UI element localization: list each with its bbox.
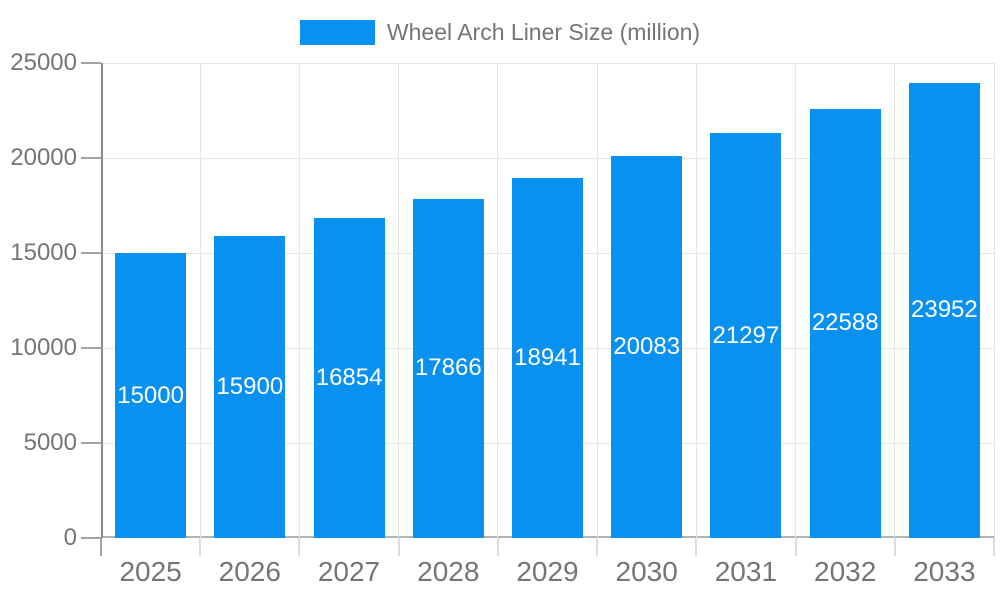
gridline-vertical	[596, 63, 598, 538]
plot-area: 15000 15900 16854 17866 18941 20083 21297 22588…	[101, 62, 995, 538]
y-tick-label: 20000	[10, 144, 77, 171]
x-tick-label: 2029	[516, 556, 579, 587]
x-tick-label: 2026	[218, 556, 281, 587]
bar-2030[interactable]: 20083	[611, 156, 683, 538]
gridline-vertical	[993, 63, 995, 538]
bar-2028[interactable]: 17866	[412, 198, 484, 538]
x-tick-label: 2025	[119, 556, 182, 587]
y-tick-label: 0	[63, 524, 77, 551]
y-tick	[81, 442, 101, 444]
bar-value-label: 22588	[811, 309, 879, 337]
x-tick-label: 2031	[714, 556, 778, 587]
x-tick	[695, 538, 698, 556]
bar-2032[interactable]: 22588	[809, 108, 881, 538]
gridline-vertical	[298, 63, 300, 538]
bar-2026[interactable]: 15900	[214, 235, 286, 538]
y-axis-line	[101, 63, 103, 538]
x-tick	[199, 538, 202, 556]
gridline-vertical	[795, 63, 797, 538]
bar-value-label: 20083	[613, 333, 681, 361]
bar-2033[interactable]: 23952	[908, 82, 980, 538]
y-tick-label: 15000	[10, 239, 77, 266]
bar-2031[interactable]: 21297	[710, 133, 782, 538]
y-tick	[81, 157, 101, 159]
x-tick	[893, 538, 896, 556]
x-tick	[596, 538, 599, 556]
x-tick	[993, 538, 995, 556]
y-tick-label: 25000	[10, 49, 77, 76]
bar-value-label: 18941	[514, 344, 581, 372]
x-tick-label: 2033	[913, 556, 976, 587]
gridline-vertical	[497, 63, 499, 538]
bar-value-label: 16854	[315, 363, 383, 391]
y-tick	[81, 62, 101, 64]
x-tick-label: 2027	[317, 556, 381, 587]
y-tick-label: 10000	[10, 334, 77, 361]
legend-label: Wheel Arch Liner Size (million)	[386, 18, 701, 45]
y-tick-label: 5000	[23, 429, 77, 456]
bar-value-label: 21297	[712, 321, 780, 349]
gridline-horizontal	[101, 62, 994, 64]
legend-swatch-icon	[299, 19, 375, 45]
gridline-horizontal	[101, 157, 994, 159]
x-tick	[298, 538, 301, 556]
gridline-vertical	[199, 63, 201, 538]
y-tick	[81, 347, 101, 349]
x-tick	[496, 538, 499, 556]
bar-value-label: 17866	[414, 354, 482, 382]
x-tick	[100, 538, 102, 556]
x-tick-label: 2030	[615, 556, 678, 587]
x-tick-label: 2028	[417, 556, 480, 587]
bar-value-label: 15900	[216, 372, 284, 400]
bar-2025[interactable]: 15000	[115, 253, 187, 538]
gridline-vertical	[695, 63, 697, 538]
x-tick	[794, 538, 797, 556]
x-tick-label: 2032	[814, 556, 877, 587]
bar-2027[interactable]: 16854	[313, 217, 385, 538]
gridline-vertical	[894, 63, 896, 538]
bar-value-label: 15000	[117, 381, 184, 409]
y-tick	[81, 537, 101, 539]
x-tick	[397, 538, 400, 556]
chart-legend[interactable]: Wheel Arch Liner Size (million)	[0, 17, 1000, 47]
bar-value-label: 23952	[911, 296, 978, 324]
bar-2029[interactable]: 18941	[512, 178, 583, 538]
y-tick	[81, 252, 101, 254]
gridline-vertical	[398, 63, 400, 538]
